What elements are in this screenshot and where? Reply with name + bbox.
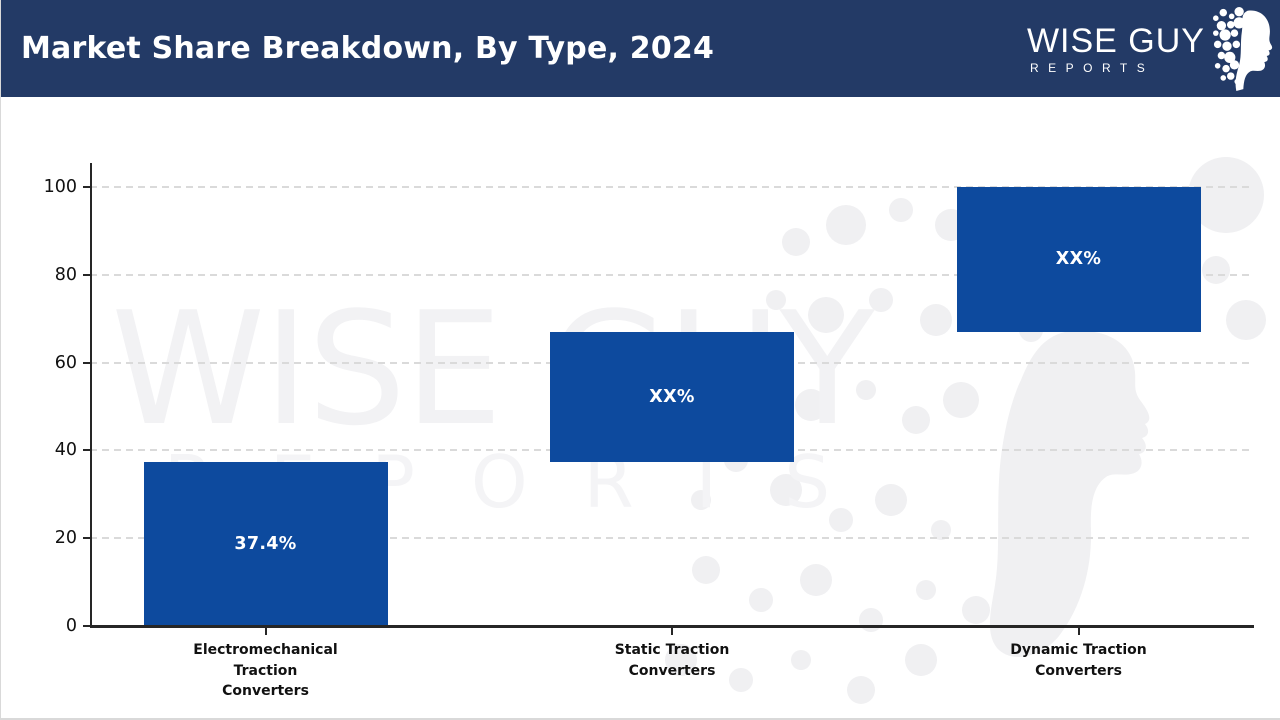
category-label: Static Traction Converters (614, 642, 730, 679)
bar-value-label: XX% (649, 386, 695, 407)
bar-value-label: XX% (1055, 249, 1102, 270)
y-tick-label: 100 (43, 177, 77, 197)
y-tick (83, 186, 90, 188)
category-label: Electromechanical Traction Converters (193, 642, 338, 699)
bar-segment: XX% (550, 331, 794, 462)
page-title: Market Share Breakdown, By Type, 2024 (21, 31, 715, 66)
y-tick-label: 80 (54, 264, 77, 285)
category-label: Dynamic Traction Converters (1010, 642, 1147, 679)
bar-segment: XX% (956, 187, 1201, 332)
y-tick (83, 537, 90, 540)
y-tick (83, 273, 90, 276)
gridline (90, 537, 1254, 540)
logo-subtitle: REPORTS (1029, 60, 1155, 75)
x-tick (671, 627, 673, 635)
gridline (90, 186, 1254, 188)
wise-guy-reports-logo: WISE GUY REPORTS (1027, 6, 1275, 92)
y-axis-line (90, 163, 92, 627)
y-tick-label: 40 (54, 440, 77, 461)
y-tick-label: 20 (54, 528, 77, 549)
page-bottom-border (1, 718, 1280, 720)
bar-value-label: 37.4% (234, 533, 297, 554)
x-tick (264, 627, 267, 635)
header-bar: Market Share Breakdown, By Type, 2024 WI… (1, 0, 1280, 97)
y-tick-label: 60 (54, 352, 77, 373)
x-tick (1077, 627, 1080, 635)
gridline (90, 273, 1254, 276)
logo-face-icon (1213, 7, 1273, 91)
y-tick-label: 0 (65, 616, 77, 636)
x-axis-line (90, 625, 1254, 628)
logo-wordmark: WISE GUY (1026, 21, 1205, 60)
logo-text: WISE GUY REPORTS (1027, 24, 1205, 75)
y-tick (83, 361, 90, 364)
y-tick (83, 449, 90, 452)
y-tick (83, 625, 90, 627)
bar-segment: 37.4% (143, 461, 388, 626)
